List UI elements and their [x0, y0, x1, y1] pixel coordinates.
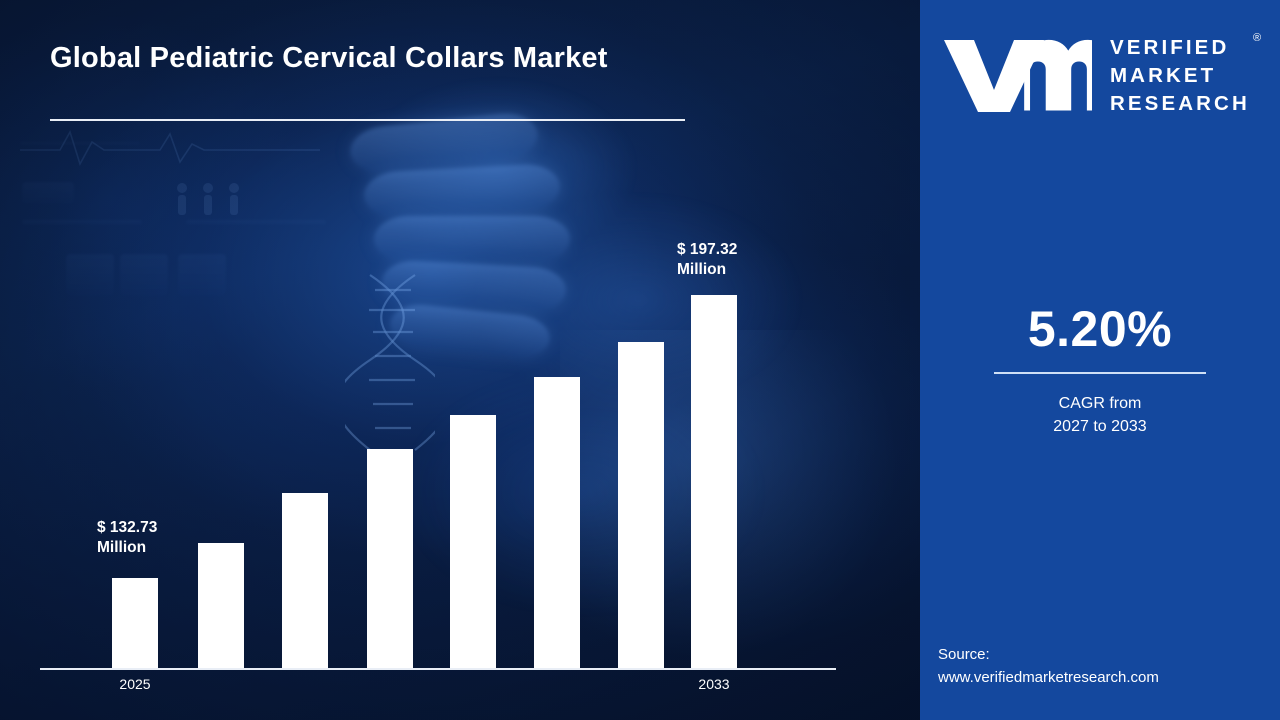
bar-2028 [367, 449, 413, 668]
brand-line-2: MARKET [1110, 64, 1217, 87]
first-bar-unit: Million [97, 539, 147, 556]
brand-line-1: VERIFIED [1110, 36, 1230, 59]
cagr-divider [994, 372, 1206, 374]
bar-2026 [198, 543, 244, 668]
sidebar: VERIFIED MARKET RESEARCH ® 5.20% CAGR fr… [920, 0, 1280, 720]
x-tick-first: 2025 [119, 676, 151, 692]
bar-chart: $ 132.73 Million $ 197.32 Million 2025 2… [40, 240, 836, 692]
registered-trademark-icon: ® [1253, 32, 1262, 44]
bar-2025 [112, 578, 158, 668]
last-bar-unit: Million [677, 261, 727, 278]
page-title: Global Pediatric Cervical Collars Market [50, 42, 608, 74]
last-bar-value: $ 197.32 [677, 241, 738, 258]
cagr-value: 5.20% [1027, 301, 1173, 357]
source-url[interactable]: www.verifiedmarketresearch.com [938, 669, 1159, 686]
brand-wordmark: VERIFIED MARKET RESEARCH [1110, 34, 1250, 118]
first-bar-value-label: $ 132.73 Million [97, 518, 157, 558]
chart-panel: Global Pediatric Cervical Collars Market… [0, 0, 920, 720]
title-divider [50, 119, 685, 121]
bar-2030 [534, 377, 580, 668]
first-bar-value: $ 132.73 [97, 519, 158, 536]
vmr-logo-icon [942, 34, 1113, 123]
bar-2033 [691, 295, 737, 668]
cagr-caption-line-1: CAGR from [1058, 395, 1142, 412]
last-bar-value-label: $ 197.32 Million [677, 240, 737, 280]
cagr-caption: CAGR from 2027 to 2033 [920, 392, 1280, 438]
brand-line-3: RESEARCH [1110, 92, 1250, 115]
x-tick-last: 2033 [698, 676, 730, 692]
cagr-caption-line-2: 2027 to 2033 [1053, 418, 1147, 435]
brand-logo: VERIFIED MARKET RESEARCH ® [920, 30, 1280, 122]
bar-2029 [450, 415, 496, 668]
bar-2031 [618, 342, 664, 668]
bar-2027 [282, 493, 328, 668]
source-label: Source: [938, 646, 990, 663]
x-axis-line [40, 668, 836, 670]
